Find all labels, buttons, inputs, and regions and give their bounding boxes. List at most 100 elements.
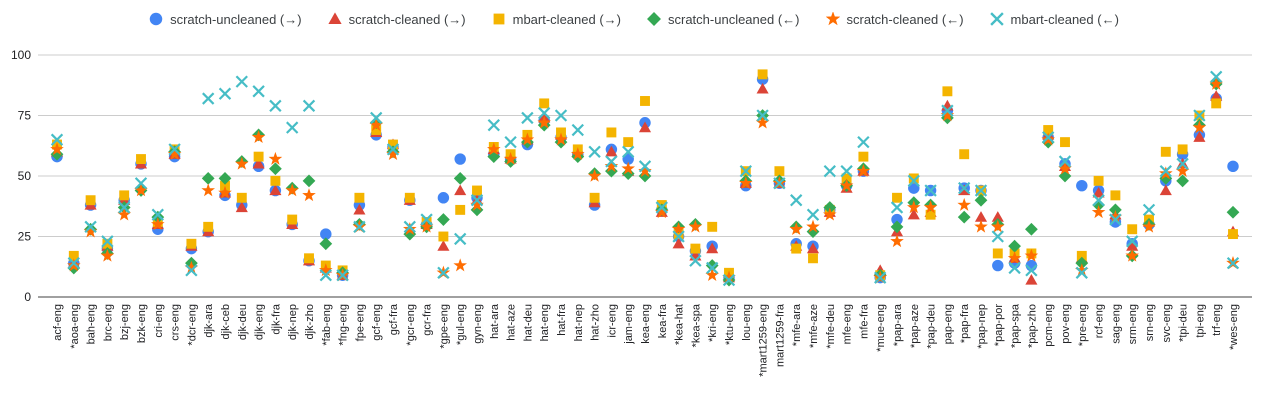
- data-point-x[interactable]: [941, 104, 954, 117]
- data-point-square[interactable]: [371, 125, 382, 135]
- data-point-star[interactable]: [890, 234, 904, 248]
- data-point-x[interactable]: [370, 111, 383, 125]
- data-point-x[interactable]: [454, 232, 467, 246]
- data-point-square[interactable]: [808, 253, 818, 264]
- legend-item-circle[interactable]: scratch-uncleaned (→): [149, 12, 302, 27]
- data-point-x[interactable]: [571, 123, 584, 137]
- data-point-star[interactable]: [83, 224, 98, 238]
- data-point-triangle[interactable]: [1025, 274, 1038, 285]
- data-point-star[interactable]: [369, 118, 383, 131]
- data-point-x[interactable]: [538, 106, 551, 120]
- data-point-x[interactable]: [1126, 235, 1139, 248]
- data-point-square[interactable]: [85, 195, 96, 206]
- data-point-x[interactable]: [706, 261, 719, 275]
- data-point-x[interactable]: [605, 155, 618, 168]
- data-point-square[interactable]: [304, 253, 314, 264]
- data-point-star[interactable]: [587, 168, 602, 182]
- data-point-square[interactable]: [388, 139, 398, 150]
- data-point-x[interactable]: [991, 230, 1004, 243]
- data-point-diamond[interactable]: [957, 210, 971, 224]
- data-point-star[interactable]: [117, 207, 131, 221]
- data-point-star[interactable]: [319, 263, 333, 277]
- data-point-star[interactable]: [201, 183, 215, 197]
- data-point-star[interactable]: [604, 159, 619, 173]
- data-point-star[interactable]: [974, 219, 988, 233]
- data-point-star[interactable]: [50, 142, 64, 156]
- data-point-star[interactable]: [823, 207, 837, 221]
- data-point-diamond[interactable]: [605, 164, 618, 178]
- data-point-x[interactable]: [67, 256, 80, 270]
- data-point-x[interactable]: [588, 145, 601, 158]
- data-point-x[interactable]: [974, 184, 988, 197]
- data-point-x[interactable]: [185, 264, 198, 277]
- data-point-star[interactable]: [1041, 132, 1055, 146]
- data-point-x[interactable]: [50, 133, 64, 146]
- data-point-triangle[interactable]: [269, 184, 282, 196]
- data-point-triangle[interactable]: [1193, 131, 1206, 142]
- data-point-circle[interactable]: [992, 259, 1004, 272]
- data-point-star[interactable]: [571, 147, 585, 160]
- data-point-diamond[interactable]: [1008, 239, 1021, 253]
- data-point-star[interactable]: [1108, 209, 1123, 223]
- data-point-star[interactable]: [167, 147, 182, 160]
- data-point-x[interactable]: [1008, 261, 1021, 275]
- data-point-star[interactable]: [470, 197, 484, 211]
- data-point-x[interactable]: [302, 99, 316, 112]
- data-point-triangle[interactable]: [991, 211, 1004, 222]
- data-point-x[interactable]: [487, 119, 500, 132]
- data-point-square[interactable]: [203, 221, 214, 232]
- data-point-x[interactable]: [840, 164, 853, 178]
- data-point-star[interactable]: [503, 151, 518, 165]
- data-point-triangle[interactable]: [454, 184, 467, 196]
- data-point-square[interactable]: [1211, 98, 1222, 109]
- data-point-x[interactable]: [1159, 164, 1172, 178]
- data-point-triangle[interactable]: [1159, 184, 1172, 196]
- data-point-square[interactable]: [1076, 250, 1087, 261]
- data-point-star[interactable]: [940, 108, 955, 122]
- data-point-triangle[interactable]: [907, 208, 920, 220]
- data-point-x[interactable]: [1142, 203, 1156, 217]
- data-point-star[interactable]: [722, 270, 736, 284]
- data-point-triangle[interactable]: [806, 242, 820, 254]
- data-point-square[interactable]: [119, 190, 130, 201]
- data-point-star[interactable]: [184, 260, 199, 274]
- data-point-diamond[interactable]: [201, 172, 215, 185]
- data-point-diamond[interactable]: [437, 213, 450, 226]
- data-point-circle[interactable]: [437, 192, 450, 204]
- data-point-square[interactable]: [908, 173, 919, 184]
- data-point-star[interactable]: [705, 268, 719, 281]
- data-point-x[interactable]: [756, 109, 769, 122]
- data-point-diamond[interactable]: [1025, 222, 1038, 236]
- data-point-x[interactable]: [504, 135, 517, 149]
- data-point-x[interactable]: [1176, 157, 1189, 171]
- data-point-square[interactable]: [925, 209, 936, 220]
- data-point-star[interactable]: [655, 205, 669, 219]
- data-point-square[interactable]: [959, 149, 970, 160]
- data-point-star[interactable]: [789, 222, 803, 236]
- data-point-diamond[interactable]: [50, 147, 64, 161]
- data-point-star[interactable]: [1209, 76, 1223, 90]
- data-point-square[interactable]: [623, 137, 634, 148]
- data-point-triangle[interactable]: [638, 121, 652, 133]
- data-point-star[interactable]: [453, 258, 467, 272]
- data-point-square[interactable]: [992, 248, 1003, 259]
- data-point-diamond[interactable]: [319, 237, 333, 251]
- data-point-diamond[interactable]: [470, 203, 484, 217]
- data-point-star[interactable]: [520, 132, 535, 146]
- data-point-square[interactable]: [858, 151, 869, 162]
- data-point-x[interactable]: [1075, 266, 1088, 279]
- data-point-square[interactable]: [136, 154, 146, 165]
- data-point-star[interactable]: [386, 147, 400, 160]
- data-point-square[interactable]: [1228, 229, 1238, 240]
- data-point-star[interactable]: [235, 156, 249, 170]
- data-point-x[interactable]: [1058, 155, 1072, 168]
- data-point-star[interactable]: [1091, 205, 1106, 219]
- data-point-square[interactable]: [102, 238, 113, 249]
- data-point-diamond[interactable]: [453, 172, 467, 185]
- data-point-star[interactable]: [638, 164, 652, 177]
- data-point-star[interactable]: [621, 161, 635, 175]
- data-point-square[interactable]: [640, 96, 650, 106]
- data-point-circle[interactable]: [320, 228, 332, 240]
- data-point-star[interactable]: [1125, 248, 1139, 262]
- data-point-square[interactable]: [589, 192, 600, 203]
